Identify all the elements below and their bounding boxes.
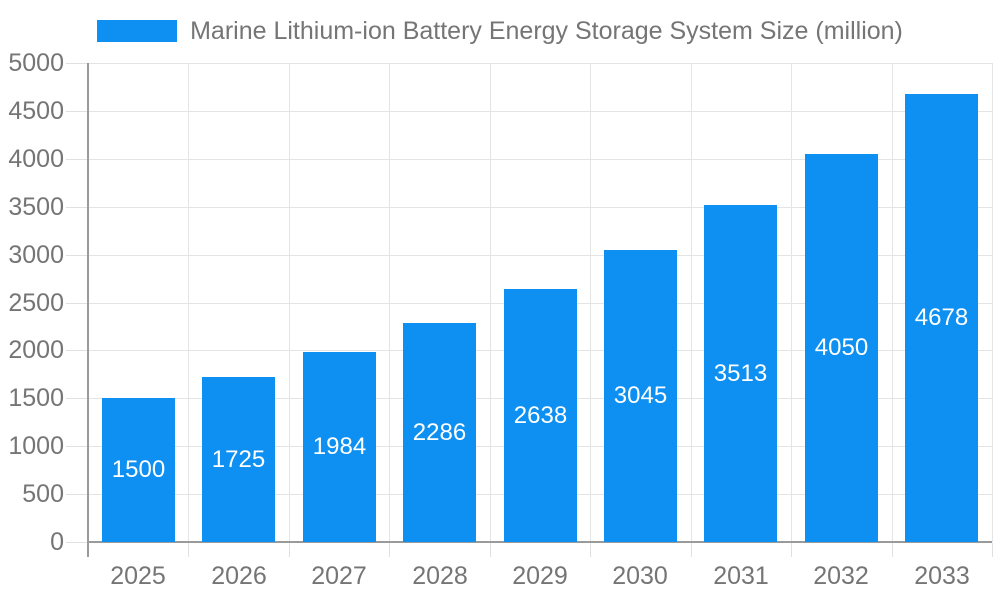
bar[interactable]: 2638 <box>504 289 577 542</box>
x-gridline <box>289 63 290 542</box>
bar[interactable]: 1500 <box>102 398 175 542</box>
bar-value-label: 1725 <box>211 445 266 473</box>
y-axis-tick <box>66 350 88 351</box>
y-axis-tick <box>66 542 88 543</box>
bar[interactable]: 3045 <box>604 250 677 542</box>
y-gridline <box>88 63 992 64</box>
bar-value-label: 3045 <box>613 382 668 409</box>
bar[interactable]: 4050 <box>805 154 878 542</box>
x-axis-tick <box>791 543 792 557</box>
y-axis-label: 2000 <box>8 336 64 364</box>
y-gridline <box>88 111 992 112</box>
bar[interactable]: 4678 <box>905 94 978 542</box>
y-axis-tick <box>66 303 88 304</box>
bar[interactable]: 1984 <box>303 352 376 542</box>
bar-value-label: 1500 <box>111 456 166 483</box>
y-axis-label: 1000 <box>8 432 64 460</box>
y-gridline <box>88 207 992 208</box>
y-gridline <box>88 255 992 256</box>
x-axis-tick <box>490 543 491 557</box>
y-axis-tick <box>66 446 88 447</box>
bar[interactable]: 3513 <box>704 205 777 542</box>
bar-value-label: 2638 <box>513 401 568 429</box>
x-axis-tick <box>992 543 993 557</box>
legend-swatch <box>97 20 178 42</box>
x-axis-tick <box>188 543 189 557</box>
y-axis-label: 500 <box>22 480 64 508</box>
x-axis-tick <box>892 543 893 557</box>
legend-item[interactable]: Marine Lithium-ion Battery Energy Storag… <box>0 17 1000 45</box>
y-gridline <box>88 159 992 160</box>
y-axis-tick <box>66 494 88 495</box>
y-axis-tick <box>66 207 88 208</box>
y-axis-line <box>87 63 89 557</box>
bar-value-label: 3513 <box>713 359 768 387</box>
y-axis-label: 2500 <box>8 289 64 317</box>
x-gridline <box>892 63 893 542</box>
y-axis-tick <box>66 111 88 112</box>
y-axis-tick <box>66 63 88 64</box>
x-axis-label: 2027 <box>311 562 367 590</box>
y-axis-label: 4500 <box>8 97 64 125</box>
x-axis-label: 2026 <box>211 562 267 590</box>
x-axis-label: 2031 <box>713 562 769 590</box>
y-axis-tick <box>66 159 88 160</box>
bar[interactable]: 2286 <box>403 323 476 542</box>
y-axis-tick <box>66 255 88 256</box>
y-axis-label: 3000 <box>8 241 64 269</box>
y-axis-label: 4000 <box>8 145 64 173</box>
x-axis-tick <box>389 543 390 557</box>
y-axis-label: 0 <box>50 528 64 556</box>
x-axis-label: 2025 <box>110 562 166 590</box>
x-axis-label: 2029 <box>512 562 568 590</box>
y-axis-label: 5000 <box>8 49 64 77</box>
y-axis-label: 1500 <box>8 384 64 412</box>
bar-value-label: 2286 <box>412 418 467 446</box>
y-axis-label: 3500 <box>8 193 64 221</box>
x-axis-label: 2030 <box>612 562 668 590</box>
x-gridline <box>490 63 491 542</box>
x-axis-label: 2028 <box>412 562 468 590</box>
x-axis-label: 2033 <box>914 562 970 590</box>
bar-value-label: 4050 <box>814 334 869 361</box>
x-gridline <box>691 63 692 542</box>
bar-value-label: 1984 <box>312 433 367 460</box>
bar-value-label: 4678 <box>914 304 969 331</box>
x-axis-label: 2032 <box>813 562 869 590</box>
x-axis-tick <box>289 543 290 557</box>
x-gridline <box>389 63 390 542</box>
x-gridline <box>791 63 792 542</box>
x-axis-tick <box>590 543 591 557</box>
y-axis-tick <box>66 398 88 399</box>
x-gridline <box>188 63 189 542</box>
bar[interactable]: 1725 <box>202 377 275 542</box>
x-axis-line <box>88 541 992 543</box>
legend-label: Marine Lithium-ion Battery Energy Storag… <box>190 16 903 45</box>
x-gridline <box>590 63 591 542</box>
x-axis-tick <box>691 543 692 557</box>
x-gridline <box>992 63 993 542</box>
